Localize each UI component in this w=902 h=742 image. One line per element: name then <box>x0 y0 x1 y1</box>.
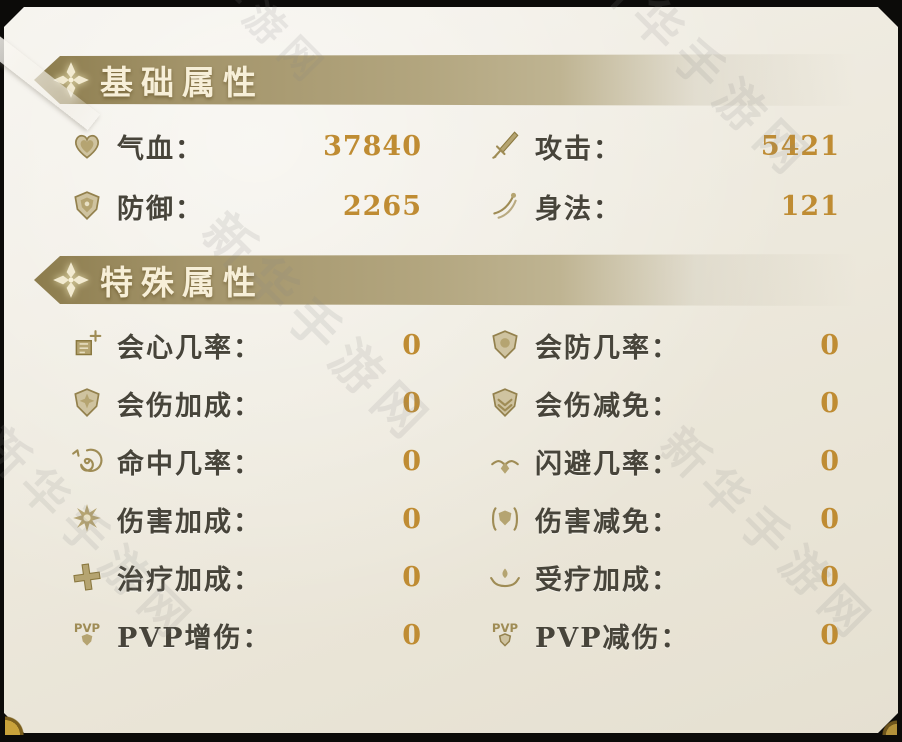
basic-stats-grid: 气血： 37840 攻击： 5421 防御： 2265 身法： 121 <box>66 116 840 236</box>
stat-row-attack: 攻击： 5421 <box>484 116 840 176</box>
damage-bonus-icon <box>66 502 108 536</box>
stat-label: 身法： <box>535 193 622 225</box>
heal-bonus-icon <box>66 560 108 594</box>
stat-value: 37840 <box>323 130 422 162</box>
flower-emblem-icon <box>50 59 92 101</box>
stat-label: 受疗加成： <box>535 564 680 596</box>
section-header-basic: 基础属性 <box>34 54 882 106</box>
stat-value: 0 <box>402 503 422 535</box>
sword-icon <box>484 129 526 163</box>
section-title: 基础属性 <box>100 63 264 102</box>
section-header-special: 特殊属性 <box>34 254 882 306</box>
stat-label: 防御： <box>117 193 204 225</box>
stat-label: 气血： <box>117 133 204 165</box>
shield-icon <box>66 189 108 223</box>
stat-row-crit-rate: 会心几率： 0 <box>66 316 422 374</box>
crit-defense-row: 会防几率： 0 <box>484 316 840 374</box>
stat-value: 0 <box>820 619 840 651</box>
crit-rate-icon <box>66 328 108 362</box>
dodge-rate-icon <box>484 444 526 478</box>
stat-value: 5421 <box>760 130 840 162</box>
stat-value: 0 <box>402 445 422 477</box>
stat-row-hp: 气血： 37840 <box>66 116 422 176</box>
stat-label: 会防几率： <box>535 332 680 364</box>
stat-label: 伤害减免： <box>535 506 680 538</box>
stat-label: PVP减伤： <box>535 622 690 654</box>
stat-label: 会伤减免： <box>535 390 680 422</box>
attribute-panel <box>4 7 898 733</box>
stat-value: 0 <box>402 329 422 361</box>
special-stats-grid: 会心几率： 0 会防几率： 0 会伤加成： 0 会伤减免： 0 <box>66 316 840 664</box>
flower-emblem-icon <box>50 259 92 301</box>
stat-label: PVP增伤： <box>117 622 272 654</box>
crit-damage-row: 会伤加成： 0 <box>66 374 422 432</box>
pvp-attack-row: PVP PVP增伤： 0 <box>66 606 422 664</box>
stat-label: 伤害加成： <box>117 506 262 538</box>
stat-value: 0 <box>402 561 422 593</box>
heal-received-row: 受疗加成： 0 <box>484 548 840 606</box>
stat-label: 会伤加成： <box>117 390 262 422</box>
gold-corner-ornament <box>869 707 897 735</box>
heart-icon <box>66 129 108 163</box>
crit-reduce-row: 会伤减免： 0 <box>484 374 840 432</box>
stat-value: 121 <box>780 190 840 222</box>
stat-row-agility: 身法： 121 <box>484 176 840 236</box>
crit-reduce-icon <box>484 386 526 420</box>
section-title: 特殊属性 <box>100 263 264 302</box>
crit-defense-icon <box>484 328 526 362</box>
pvp-defense-row: PVP PVP减伤： 0 <box>484 606 840 664</box>
stat-label: 闪避几率： <box>535 448 680 480</box>
svg-text:PVP: PVP <box>74 621 101 635</box>
dodge-rate-row: 闪避几率： 0 <box>484 432 840 490</box>
stat-label: 命中几率： <box>117 448 262 480</box>
stat-label: 治疗加成： <box>117 564 262 596</box>
stat-row-defense: 防御： 2265 <box>66 176 422 236</box>
stat-value: 0 <box>820 561 840 593</box>
stat-value: 0 <box>402 387 422 419</box>
stat-value: 0 <box>402 619 422 651</box>
heal-received-icon <box>484 560 526 594</box>
damage-bonus-row: 伤害加成： 0 <box>66 490 422 548</box>
stat-label: 会心几率： <box>117 332 262 364</box>
stat-value: 2265 <box>342 190 422 222</box>
damage-reduce-row: 伤害减免： 0 <box>484 490 840 548</box>
stat-value: 0 <box>820 387 840 419</box>
damage-reduce-icon <box>484 502 526 536</box>
svg-text:PVP: PVP <box>492 621 519 635</box>
stat-value: 0 <box>820 503 840 535</box>
stat-label: 攻击： <box>535 133 622 165</box>
gold-corner-ornament <box>5 699 41 735</box>
stat-value: 0 <box>820 445 840 477</box>
heal-bonus-row: 治疗加成： 0 <box>66 548 422 606</box>
stat-value: 0 <box>820 329 840 361</box>
swift-icon <box>484 189 526 223</box>
hit-rate-icon <box>66 444 108 478</box>
pvp-attack-icon: PVP <box>66 618 108 652</box>
hit-rate-row: 命中几率： 0 <box>66 432 422 490</box>
crit-damage-icon <box>66 386 108 420</box>
pvp-defense-icon: PVP <box>484 618 526 652</box>
